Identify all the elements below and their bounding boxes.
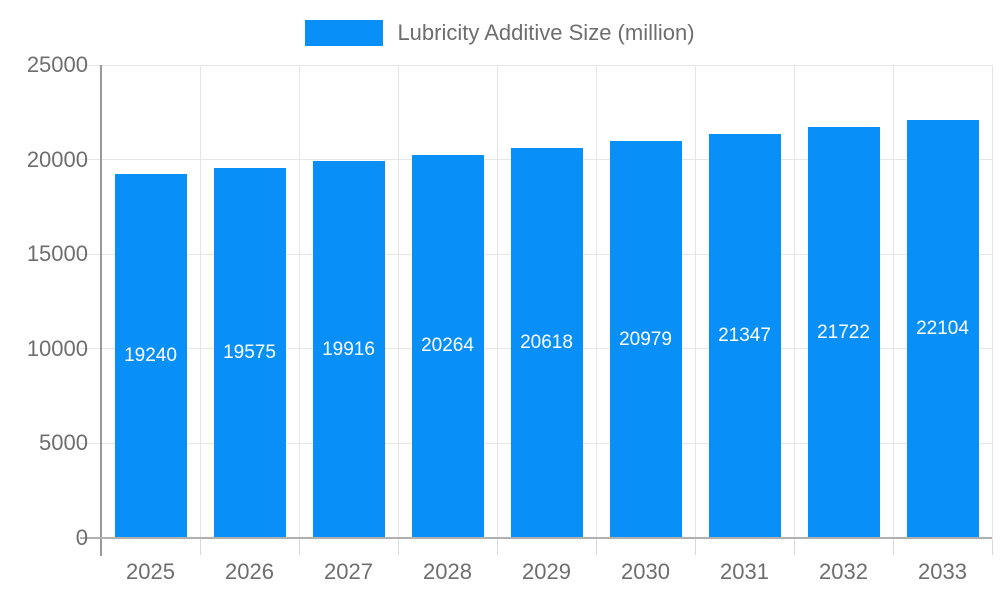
bar-2033[interactable] <box>906 119 979 538</box>
x-tick-label: 2029 <box>522 559 571 584</box>
legend-label: Lubricity Additive Size (million) <box>397 20 695 45</box>
x-tick-label: 2026 <box>225 559 274 584</box>
v-gridline <box>595 65 597 538</box>
v-gridline <box>298 65 300 538</box>
bar-2027[interactable] <box>312 161 385 538</box>
bar-value: 22104 <box>916 317 969 339</box>
x-tick-label: 2027 <box>324 559 373 584</box>
bar-value: 20979 <box>619 328 672 350</box>
v-gridline <box>892 65 894 538</box>
y-tick-label: 15000 <box>26 241 88 267</box>
v-gridline <box>991 65 993 538</box>
bar-2032[interactable] <box>807 127 880 538</box>
legend-swatch <box>305 20 384 46</box>
y-tick-label: 10000 <box>26 335 88 361</box>
bar-value: 21347 <box>718 325 771 347</box>
bar-value: 21722 <box>817 321 870 343</box>
h-gridline <box>80 64 992 66</box>
x-tick-mark <box>595 539 597 555</box>
v-gridline <box>397 65 399 538</box>
y-axis-line <box>100 65 102 556</box>
x-tick-label: 2028 <box>423 559 472 584</box>
bar-value: 20618 <box>520 331 573 353</box>
bar-2025[interactable] <box>114 173 187 538</box>
x-tick-mark <box>694 539 696 555</box>
v-gridline <box>496 65 498 538</box>
bar-value: 19575 <box>223 341 276 363</box>
x-axis-baseline <box>80 537 992 539</box>
x-tick-label: 2025 <box>126 559 175 584</box>
x-tick-mark <box>991 539 993 555</box>
x-tick-label: 2031 <box>720 559 769 584</box>
y-tick-label: 5000 <box>39 430 88 456</box>
v-gridline <box>694 65 696 538</box>
x-tick-mark <box>496 539 498 555</box>
bar-value: 19240 <box>124 344 177 366</box>
y-tick-label: 20000 <box>26 146 88 172</box>
x-tick-mark <box>793 539 795 555</box>
bar-2030[interactable] <box>609 141 682 538</box>
bar-2028[interactable] <box>411 154 484 538</box>
bar-2029[interactable] <box>510 147 583 538</box>
x-tick-label: 2032 <box>819 559 868 584</box>
x-tick-mark <box>298 539 300 555</box>
x-tick-label: 2033 <box>918 559 967 584</box>
bar-2026[interactable] <box>213 167 286 538</box>
x-tick-label: 2030 <box>621 559 670 584</box>
y-tick-label: 0 <box>75 525 88 550</box>
y-tick-label: 25000 <box>26 52 88 77</box>
bar-value: 19916 <box>322 338 375 360</box>
legend[interactable]: Lubricity Additive Size (million) <box>0 19 1000 47</box>
x-tick-mark <box>199 539 201 555</box>
bar-2031[interactable] <box>708 134 781 538</box>
v-gridline <box>199 65 201 538</box>
x-tick-mark <box>892 539 894 555</box>
v-gridline <box>793 65 795 538</box>
bar-value: 20264 <box>421 335 474 357</box>
x-tick-mark <box>397 539 399 555</box>
